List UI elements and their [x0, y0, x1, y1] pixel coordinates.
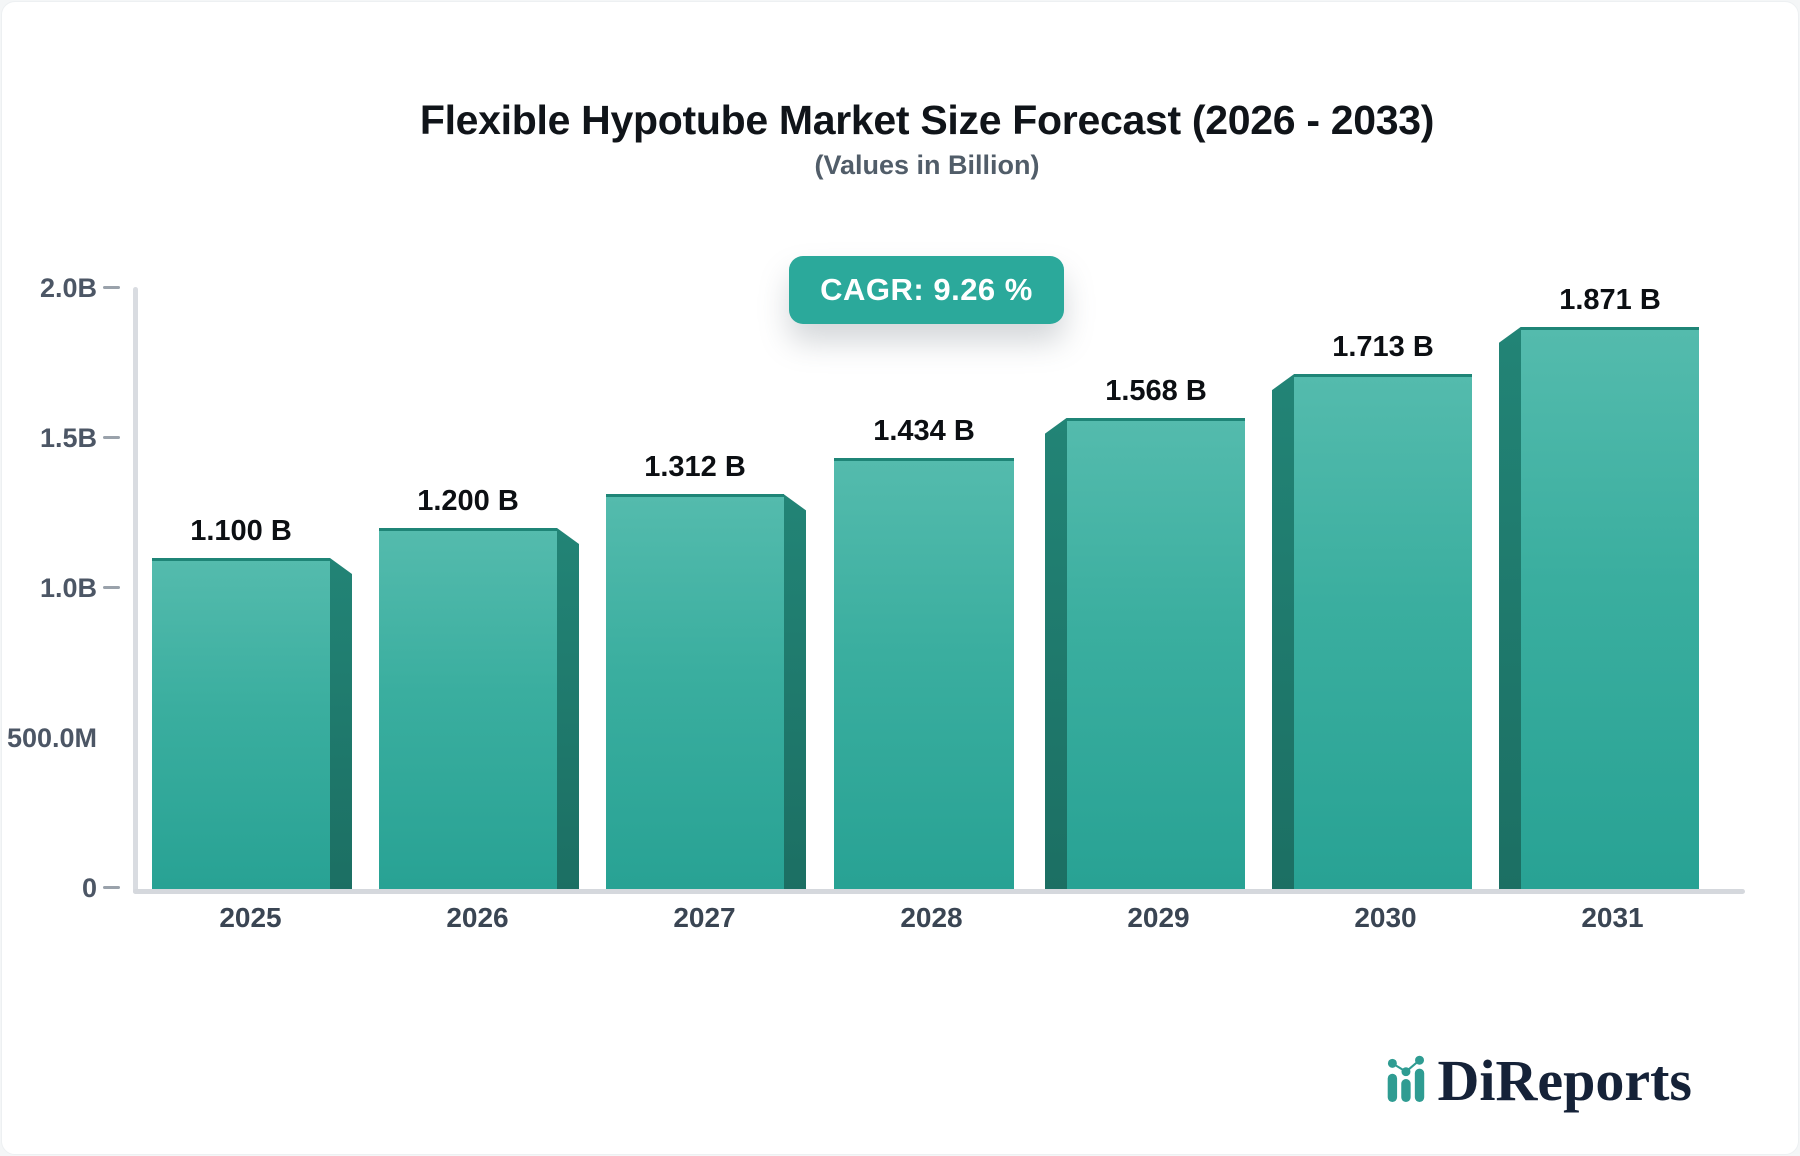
bar-value-label-2029: 1.568 B	[1105, 374, 1207, 407]
y-tick-mark	[103, 436, 120, 439]
x-axis-label-2029: 2029	[1127, 902, 1190, 933]
bar-side-2027	[784, 494, 806, 889]
cagr-badge: CAGR: 9.26 %	[789, 256, 1064, 324]
chart-title: Flexible Hypotube Market Size Forecast (…	[419, 97, 1435, 143]
bar-side-2030	[1272, 374, 1294, 889]
bar-2031[interactable]	[1521, 326, 1699, 889]
y-axis-label-500.0M: 500.0M	[6, 723, 97, 753]
bar-side-2031	[1499, 326, 1521, 889]
chart-subtitle: (Values in Billion)	[814, 150, 1040, 180]
bar-side-2029	[1045, 417, 1067, 889]
bar-2026[interactable]	[379, 528, 557, 889]
y-axis-label-0: 0	[81, 873, 97, 903]
bar-value-label-2027: 1.312 B	[644, 451, 746, 484]
logo-text: DiReports	[1437, 1047, 1692, 1113]
x-axis-line	[133, 889, 1745, 894]
bar-2030[interactable]	[1294, 374, 1472, 889]
x-axis-label-2028: 2028	[900, 902, 963, 933]
bar-2025[interactable]	[152, 558, 330, 889]
bar-side-2026	[557, 528, 579, 889]
bar-value-label-2028: 1.434 B	[873, 414, 975, 447]
y-axis-line	[133, 287, 138, 894]
y-tick-mark	[103, 586, 120, 589]
mini-bar-chart-icon	[1388, 1055, 1425, 1102]
bar-value-label-2031: 1.871 B	[1559, 283, 1661, 316]
x-axis-label-2027: 2027	[673, 902, 736, 933]
y-tick-mark	[103, 886, 120, 889]
x-axis-label-2026: 2026	[446, 902, 509, 933]
y-tick-mark	[103, 286, 120, 289]
x-axis-label-2030: 2030	[1354, 902, 1417, 933]
direports-logo[interactable]: DiReports	[1386, 1047, 1692, 1113]
y-axis-label-2.0B: 2.0B	[39, 273, 97, 303]
x-axis-label-2031: 2031	[1581, 902, 1644, 933]
cagr-badge-label: CAGR: 9.26 %	[820, 272, 1033, 307]
bar-2028[interactable]	[834, 457, 1014, 889]
bar-side-2025	[330, 558, 352, 889]
y-axis-label-1.5B: 1.5B	[39, 423, 97, 453]
y-axis-label-1.0B: 1.0B	[39, 573, 97, 603]
x-axis-label-2025: 2025	[219, 902, 282, 933]
bar-value-label-2026: 1.200 B	[417, 485, 519, 517]
bar-value-label-2025: 1.100 B	[190, 515, 292, 547]
bar-2027[interactable]	[606, 494, 784, 889]
bar-2029[interactable]	[1067, 417, 1245, 889]
bar-value-label-2030: 1.713 B	[1332, 331, 1434, 364]
